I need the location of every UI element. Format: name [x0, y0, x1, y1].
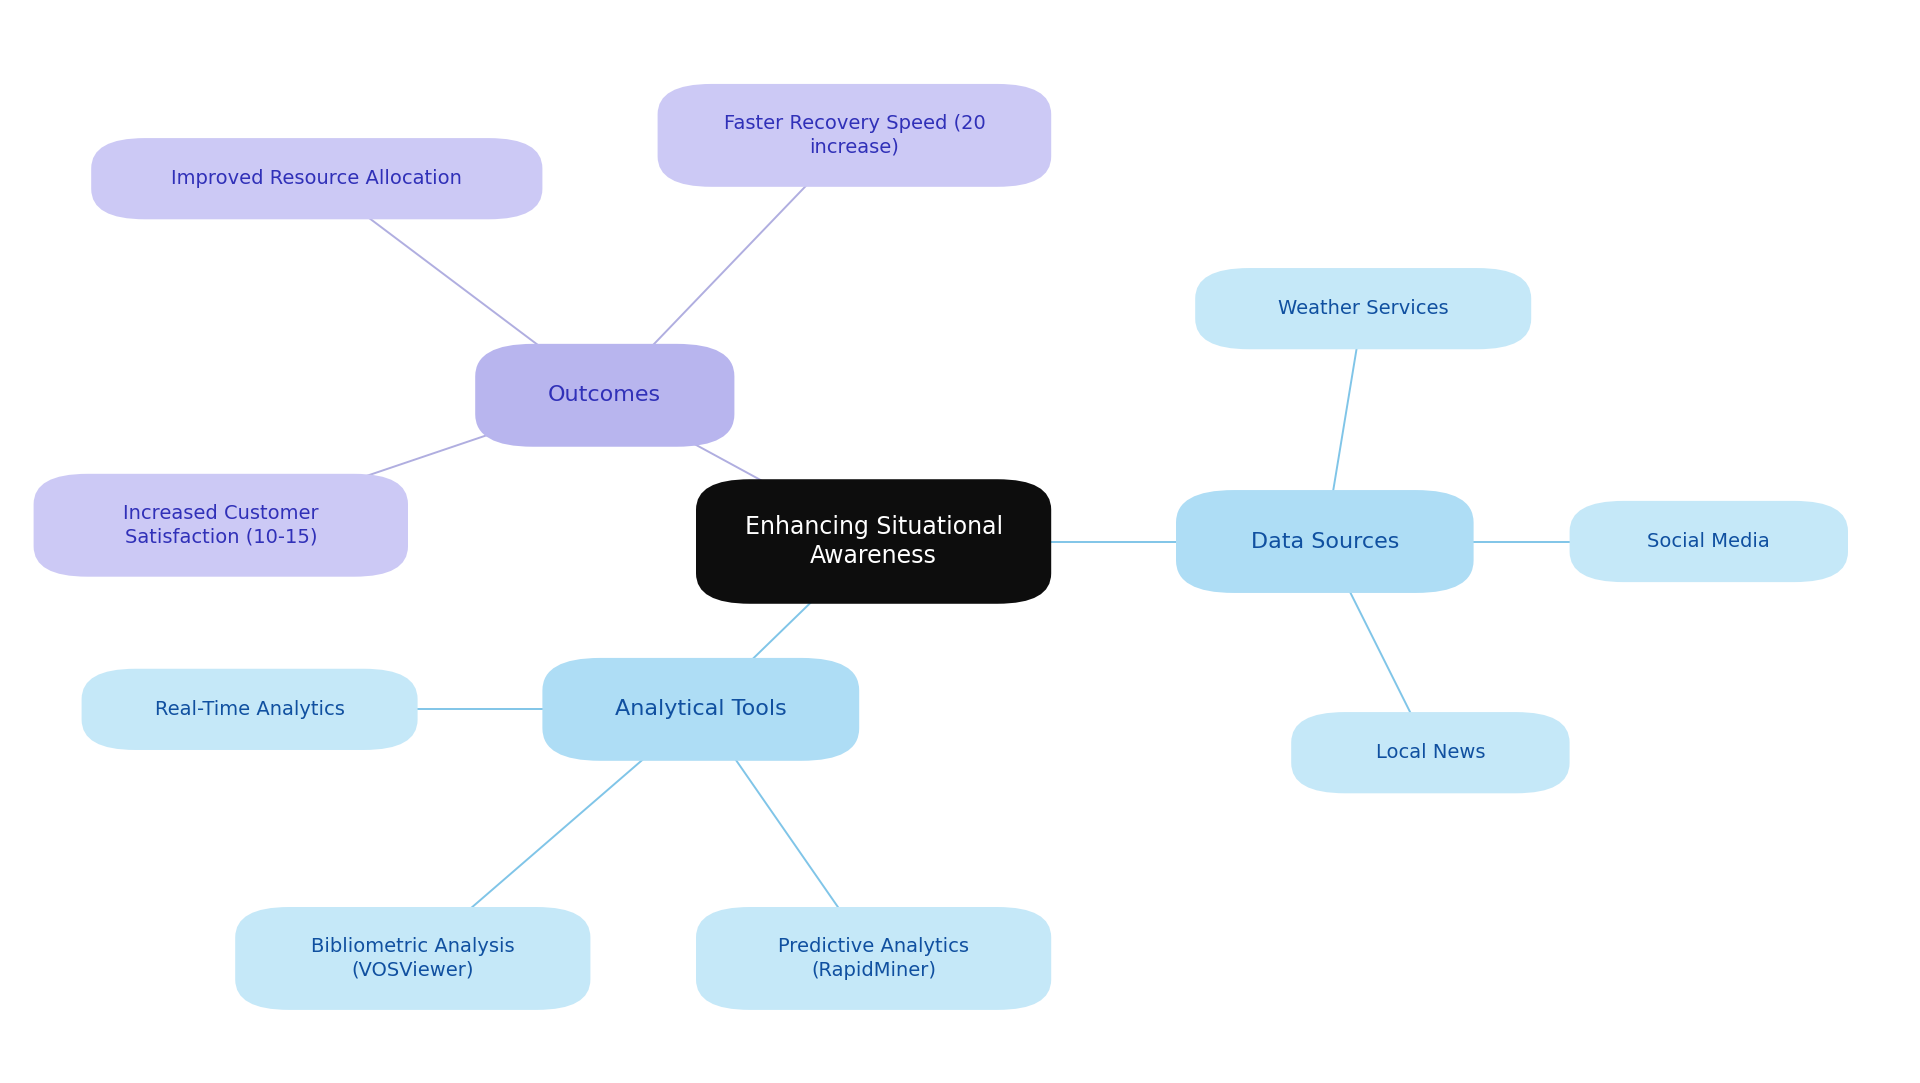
- FancyBboxPatch shape: [1175, 490, 1475, 593]
- FancyBboxPatch shape: [541, 658, 860, 760]
- Text: Social Media: Social Media: [1647, 532, 1770, 551]
- FancyBboxPatch shape: [92, 139, 541, 219]
- FancyBboxPatch shape: [697, 479, 1052, 604]
- Text: Increased Customer
Satisfaction (10-15): Increased Customer Satisfaction (10-15): [123, 504, 319, 547]
- Text: Outcomes: Outcomes: [549, 386, 660, 405]
- FancyBboxPatch shape: [657, 84, 1052, 186]
- Text: Predictive Analytics
(RapidMiner): Predictive Analytics (RapidMiner): [778, 937, 970, 980]
- Text: Real-Time Analytics: Real-Time Analytics: [156, 700, 344, 719]
- Text: Improved Resource Allocation: Improved Resource Allocation: [171, 169, 463, 188]
- Text: Local News: Local News: [1375, 743, 1486, 762]
- FancyBboxPatch shape: [234, 908, 591, 1009]
- Text: Bibliometric Analysis
(VOSViewer): Bibliometric Analysis (VOSViewer): [311, 937, 515, 980]
- Text: Weather Services: Weather Services: [1279, 299, 1448, 318]
- FancyBboxPatch shape: [697, 908, 1052, 1009]
- Text: Analytical Tools: Analytical Tools: [614, 700, 787, 719]
- FancyBboxPatch shape: [1290, 713, 1569, 793]
- FancyBboxPatch shape: [83, 668, 419, 749]
- Text: Faster Recovery Speed (20
increase): Faster Recovery Speed (20 increase): [724, 114, 985, 157]
- FancyBboxPatch shape: [1194, 269, 1530, 349]
- Text: Data Sources: Data Sources: [1250, 532, 1400, 551]
- FancyBboxPatch shape: [476, 344, 733, 446]
- Text: Enhancing Situational
Awareness: Enhancing Situational Awareness: [745, 514, 1002, 569]
- FancyBboxPatch shape: [1569, 500, 1847, 583]
- FancyBboxPatch shape: [35, 474, 409, 576]
